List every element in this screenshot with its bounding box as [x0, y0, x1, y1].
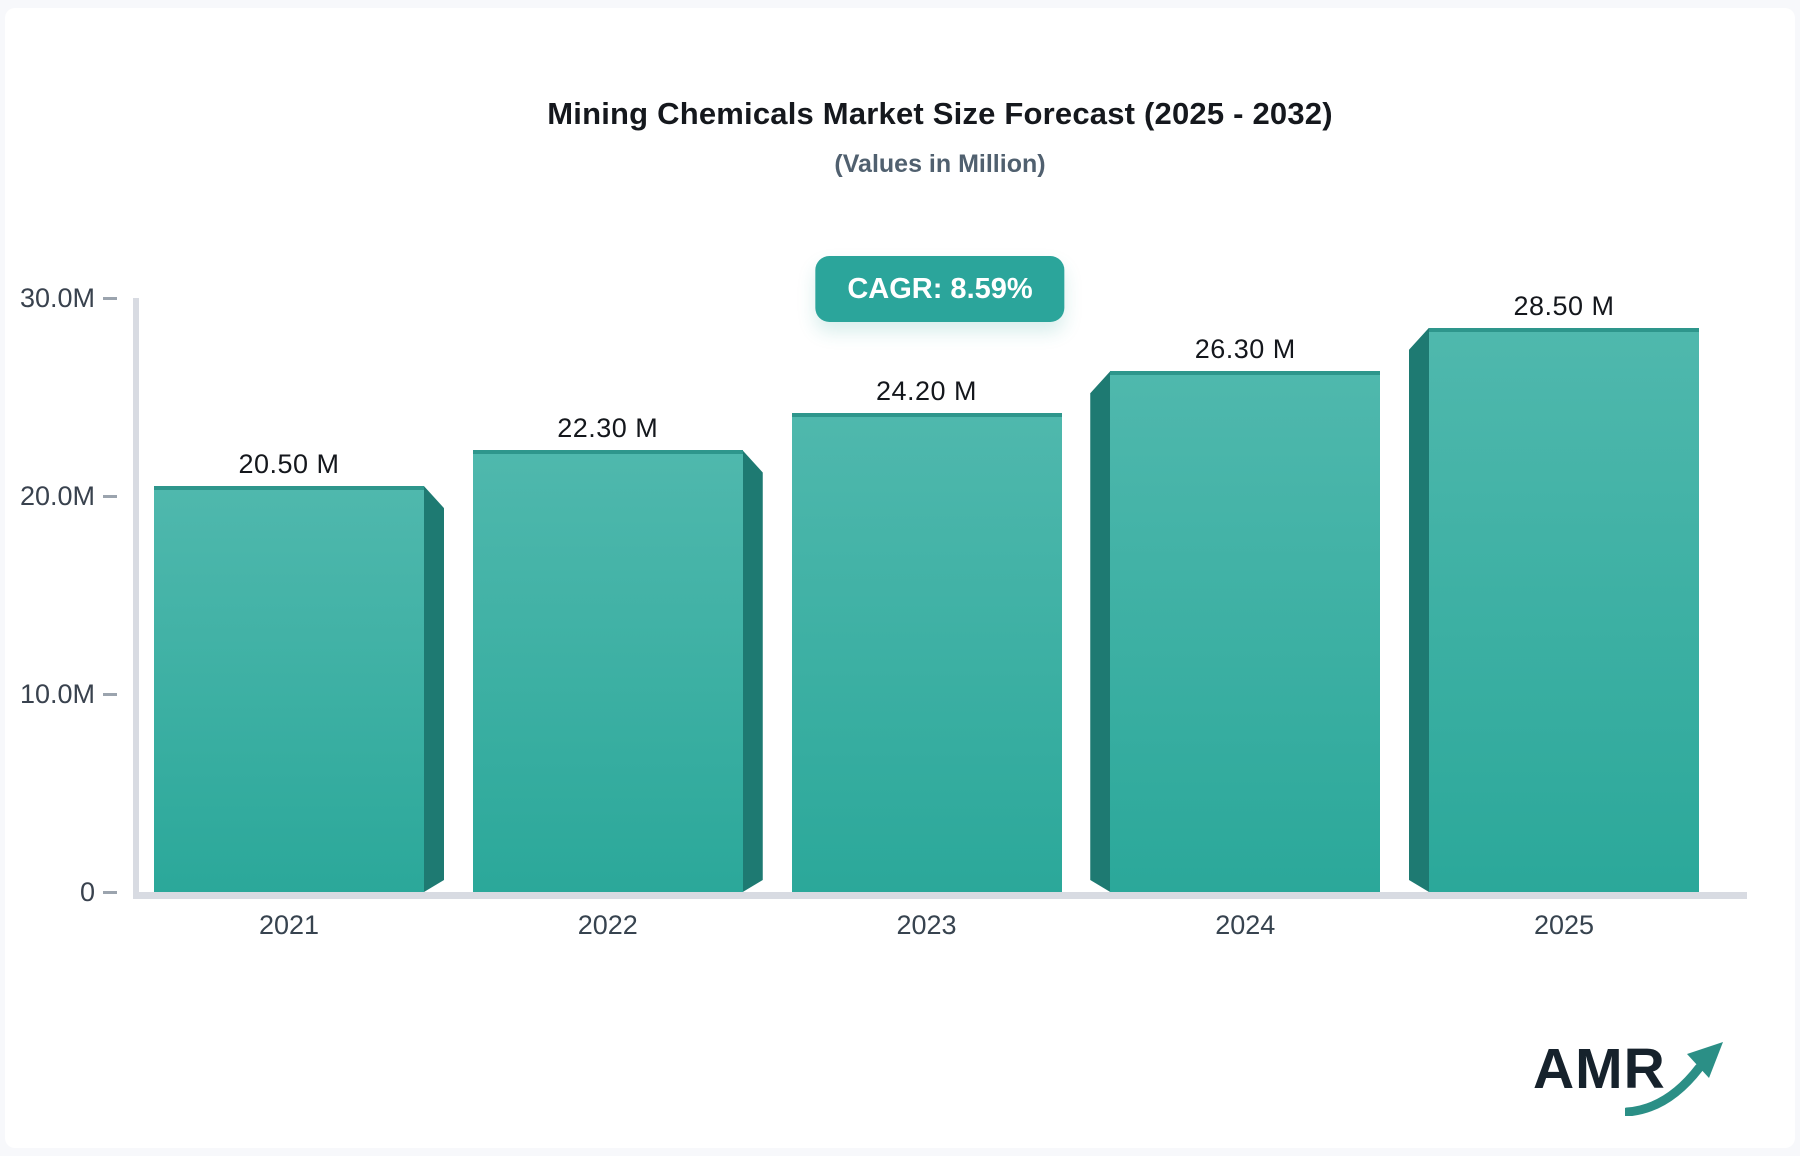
chart-title: Mining Chemicals Market Size Forecast (2… — [547, 96, 1333, 131]
bar-value-label: 20.50 M — [238, 449, 340, 480]
bar-2021 — [154, 486, 424, 892]
y-axis-line — [133, 298, 139, 899]
x-axis-label-2024: 2024 — [1215, 910, 1276, 940]
y-axis-tick-label: 20.0M — [19, 481, 95, 511]
bar-side-panel — [424, 486, 444, 892]
bar-2022 — [472, 450, 743, 892]
x-axis-label-2021: 2021 — [258, 910, 320, 940]
y-axis-tick-label: 10.0M — [19, 679, 95, 709]
chart-card: Mining Chemicals Market Size Forecast (2… — [5, 8, 1795, 1148]
amr-logo-text: AMR — [1533, 1037, 1666, 1101]
chart-header: Mining Chemicals Market Size Forecast (2… — [133, 8, 1747, 348]
bar-value-label: 28.50 M — [1513, 290, 1615, 321]
x-axis-label-2023: 2023 — [896, 910, 957, 940]
bar-chart-plot: 0 10.0M 20.0M 30.0M 20.50 M 2021 22.30 M 2022 24… — [5, 8, 1800, 1156]
bar-side-panel — [1090, 371, 1110, 892]
y-axis-tick-label: 0 — [79, 877, 95, 907]
bar-value-label: 26.30 M — [1194, 334, 1296, 365]
y-axis-tick-mark — [103, 693, 117, 696]
chart-subtitle: (Values in Million) — [834, 150, 1046, 178]
x-axis-label-2022: 2022 — [577, 910, 638, 940]
bar-2024 — [1110, 371, 1381, 892]
bar-2025 — [1429, 327, 1699, 892]
amr-logo: AMR — [1533, 1028, 1733, 1118]
y-axis-tick-label: 30.0M — [19, 283, 95, 313]
bar-2023 — [791, 412, 1062, 892]
bar-value-label: 24.20 M — [875, 375, 978, 406]
y-axis-tick-mark — [103, 495, 117, 498]
bar-side-panel — [743, 450, 763, 892]
y-axis-tick-mark — [103, 891, 117, 894]
x-axis-line — [133, 892, 1747, 899]
x-axis-label-2025: 2025 — [1533, 910, 1595, 940]
bar-side-panel — [1409, 328, 1429, 892]
bar-value-label: 22.30 M — [557, 413, 659, 444]
cagr-badge-label: CAGR: 8.59% — [847, 273, 1033, 305]
trend-up-arrow-icon — [1625, 1042, 1723, 1116]
y-axis-tick-mark — [103, 297, 117, 300]
cagr-badge: CAGR: 8.59% — [815, 256, 1065, 322]
